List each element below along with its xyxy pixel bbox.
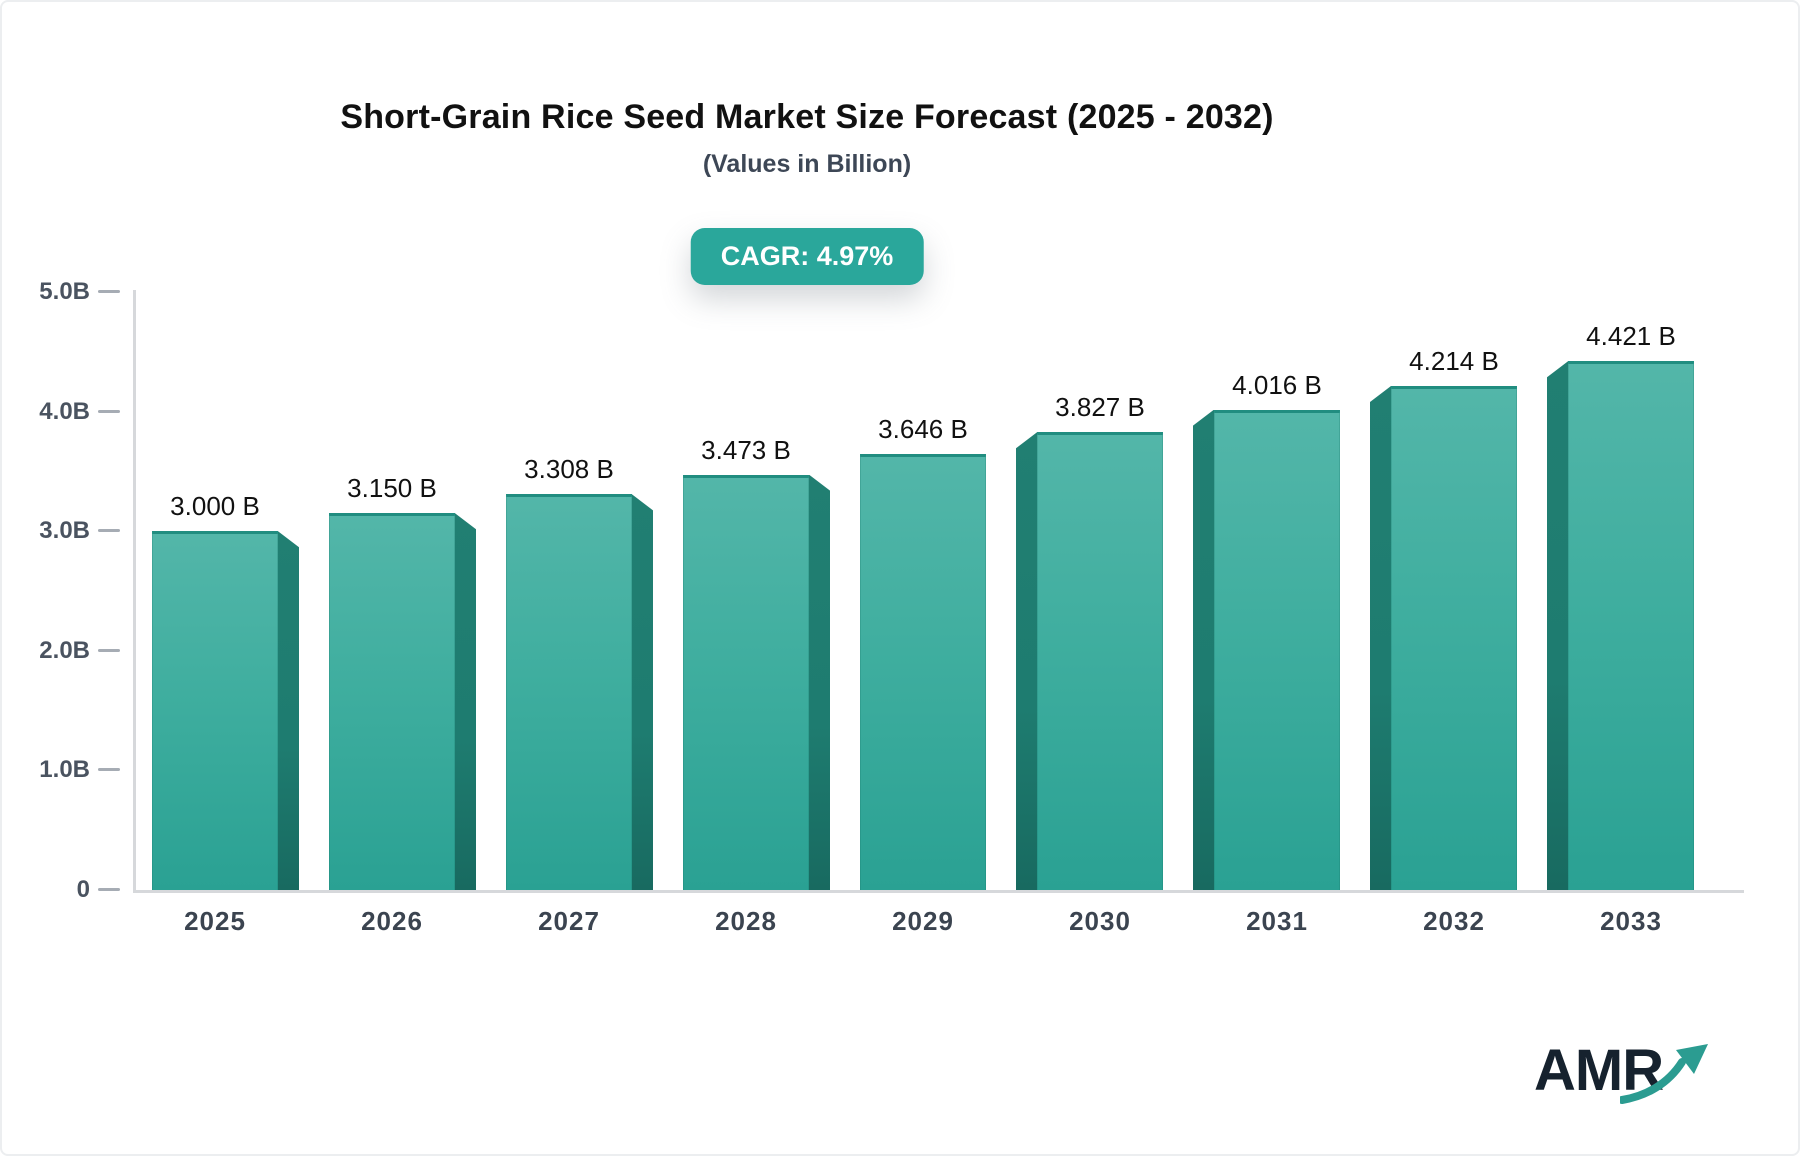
amr-logo-text: AMR xyxy=(1534,1038,1664,1103)
bar-side-shadow xyxy=(1547,361,1568,890)
y-tick-label: 1.0B xyxy=(39,756,90,784)
y-tick-mark xyxy=(98,768,120,772)
amr-logo: AMR xyxy=(1534,1042,1724,1112)
bar-side-shadow xyxy=(455,513,476,890)
y-tick-mark xyxy=(98,648,120,652)
bar-face-2031 xyxy=(1214,409,1340,890)
bar-face-2030 xyxy=(1037,432,1163,890)
bar-side-shadow xyxy=(1193,409,1214,890)
y-axis-line xyxy=(133,290,136,893)
bar-face-2028 xyxy=(683,474,809,890)
bar-face-2029 xyxy=(860,453,986,890)
y-tick-mark xyxy=(98,409,120,413)
x-tick-label: 2025 xyxy=(184,906,246,936)
bar-value-label: 4.016 B xyxy=(1232,369,1322,400)
bar-value-label: 3.308 B xyxy=(524,454,614,485)
bar-face-2027 xyxy=(506,494,632,890)
x-axis-line xyxy=(133,890,1744,893)
bar-value-label: 3.000 B xyxy=(170,491,260,522)
y-tick-mark xyxy=(98,290,120,293)
bar-side-shadow xyxy=(632,494,653,890)
cagr-badge: CAGR: 4.97% xyxy=(690,228,924,285)
y-tick-label: 3.0B xyxy=(39,517,90,545)
bar-face-2032 xyxy=(1391,386,1517,890)
growth-arrow-icon xyxy=(1620,1044,1708,1104)
bar-value-label: 3.473 B xyxy=(701,434,791,465)
y-tick-mark xyxy=(98,529,120,533)
y-tick-label: 0 xyxy=(76,876,90,903)
bar-value-label: 3.646 B xyxy=(878,413,968,444)
bar-value-label: 3.827 B xyxy=(1055,392,1145,423)
y-tick-label: 5.0B xyxy=(39,278,90,305)
x-tick-label: 2032 xyxy=(1423,906,1485,936)
bar-side-shadow xyxy=(1016,432,1037,890)
bar-face-2025 xyxy=(152,531,278,890)
x-tick-label: 2029 xyxy=(892,906,954,936)
bar-side-shadow xyxy=(1370,386,1391,890)
x-tick-label: 2033 xyxy=(1600,906,1662,936)
bar-value-label: 4.214 B xyxy=(1409,346,1499,376)
x-tick-label: 2031 xyxy=(1246,906,1308,936)
bar-face-2033 xyxy=(1568,361,1694,890)
x-tick-label: 2026 xyxy=(361,906,423,936)
chart-subtitle: (Values in Billion) xyxy=(702,150,912,178)
bar-value-label: 3.150 B xyxy=(347,473,437,504)
y-tick-label: 4.0B xyxy=(39,397,90,425)
x-tick-label: 2030 xyxy=(1069,906,1131,936)
y-tick-mark xyxy=(98,888,120,891)
bar-value-label: 4.421 B xyxy=(1586,321,1676,352)
bar-side-shadow xyxy=(278,531,299,890)
chart-title: Short-Grain Rice Seed Market Size Foreca… xyxy=(340,98,1274,136)
x-tick-label: 2027 xyxy=(538,906,600,936)
bar-face-2026 xyxy=(329,513,455,890)
y-tick-label: 2.0B xyxy=(39,636,90,664)
x-tick-label: 2028 xyxy=(715,906,777,936)
bar-side-shadow xyxy=(809,474,830,890)
